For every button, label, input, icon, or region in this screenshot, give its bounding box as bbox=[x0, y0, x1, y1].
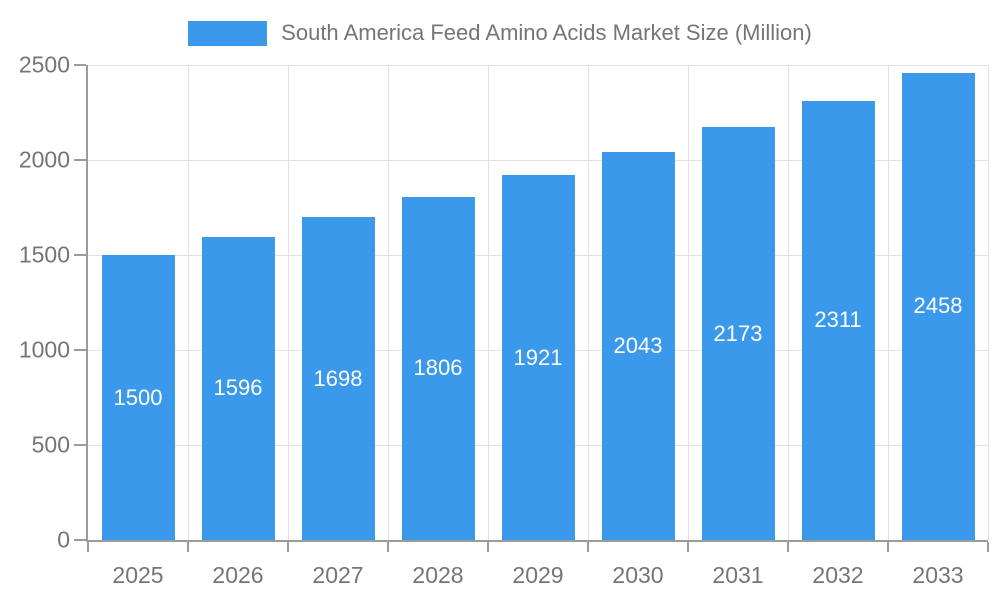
legend-label: South America Feed Amino Acids Market Si… bbox=[281, 20, 812, 45]
y-tick-label: 2500 bbox=[18, 51, 70, 78]
x-tick-label: 2031 bbox=[712, 562, 764, 588]
y-tick-mark bbox=[74, 159, 86, 161]
y-tick-label: 1000 bbox=[18, 336, 70, 363]
gridline-horizontal bbox=[88, 64, 988, 66]
x-tick-mark bbox=[87, 542, 89, 552]
y-tick-mark bbox=[74, 64, 86, 66]
chart-legend: South America Feed Amino Acids Market Si… bbox=[0, 20, 1000, 46]
bar bbox=[801, 100, 875, 540]
x-tick-mark bbox=[387, 542, 389, 552]
bar bbox=[301, 217, 375, 540]
x-tick-mark bbox=[987, 542, 989, 552]
bar bbox=[101, 255, 175, 540]
x-tick-mark bbox=[787, 542, 789, 552]
gridline-vertical bbox=[787, 65, 789, 540]
gridline-vertical bbox=[187, 65, 189, 540]
gridline-horizontal bbox=[88, 159, 988, 161]
x-tick-label: 2027 bbox=[312, 562, 364, 588]
bar-value-label: 2043 bbox=[613, 332, 663, 358]
x-tick-label: 2029 bbox=[512, 562, 564, 588]
gridline-vertical bbox=[587, 65, 589, 540]
x-tick-label: 2032 bbox=[812, 562, 864, 588]
gridline-vertical bbox=[887, 65, 889, 540]
bar bbox=[701, 127, 775, 540]
x-tick-mark bbox=[187, 542, 189, 552]
x-tick-mark bbox=[487, 542, 489, 552]
x-axis-line bbox=[86, 540, 988, 542]
y-tick-mark bbox=[74, 349, 86, 351]
y-tick-mark bbox=[74, 254, 86, 256]
y-tick-label: 2000 bbox=[18, 146, 70, 173]
x-tick-mark bbox=[887, 542, 889, 552]
bar bbox=[501, 175, 575, 540]
x-tick-mark bbox=[687, 542, 689, 552]
bar-value-label: 1596 bbox=[213, 375, 263, 401]
y-tick-label: 500 bbox=[31, 431, 70, 458]
bar-value-label: 1806 bbox=[413, 355, 463, 381]
bar-value-label: 1698 bbox=[313, 365, 363, 391]
bar bbox=[401, 196, 475, 540]
x-tick-label: 2028 bbox=[412, 562, 464, 588]
gridline-vertical bbox=[687, 65, 689, 540]
x-tick-mark bbox=[587, 542, 589, 552]
gridline-vertical bbox=[387, 65, 389, 540]
bar-value-label: 1921 bbox=[513, 344, 563, 370]
x-tick-label: 2026 bbox=[212, 562, 264, 588]
y-tick-mark bbox=[74, 444, 86, 446]
y-tick-label: 1500 bbox=[18, 241, 70, 268]
x-tick-label: 2030 bbox=[612, 562, 664, 588]
gridline-vertical bbox=[287, 65, 289, 540]
bar-value-label: 2173 bbox=[713, 320, 763, 346]
gridline-vertical bbox=[987, 65, 989, 540]
x-tick-label: 2025 bbox=[112, 562, 164, 588]
x-tick-mark bbox=[287, 542, 289, 552]
legend-swatch bbox=[188, 20, 268, 46]
bar-value-label: 2311 bbox=[814, 307, 862, 333]
y-axis-line bbox=[86, 65, 88, 542]
x-tick-label: 2033 bbox=[912, 562, 964, 588]
y-tick-mark bbox=[74, 539, 86, 541]
bar-value-label: 2458 bbox=[913, 293, 963, 319]
bar bbox=[601, 151, 675, 540]
bar bbox=[201, 236, 275, 540]
gridline-vertical bbox=[487, 65, 489, 540]
y-tick-label: 0 bbox=[57, 526, 70, 553]
bar bbox=[901, 72, 975, 540]
bar-value-label: 1500 bbox=[113, 384, 163, 410]
